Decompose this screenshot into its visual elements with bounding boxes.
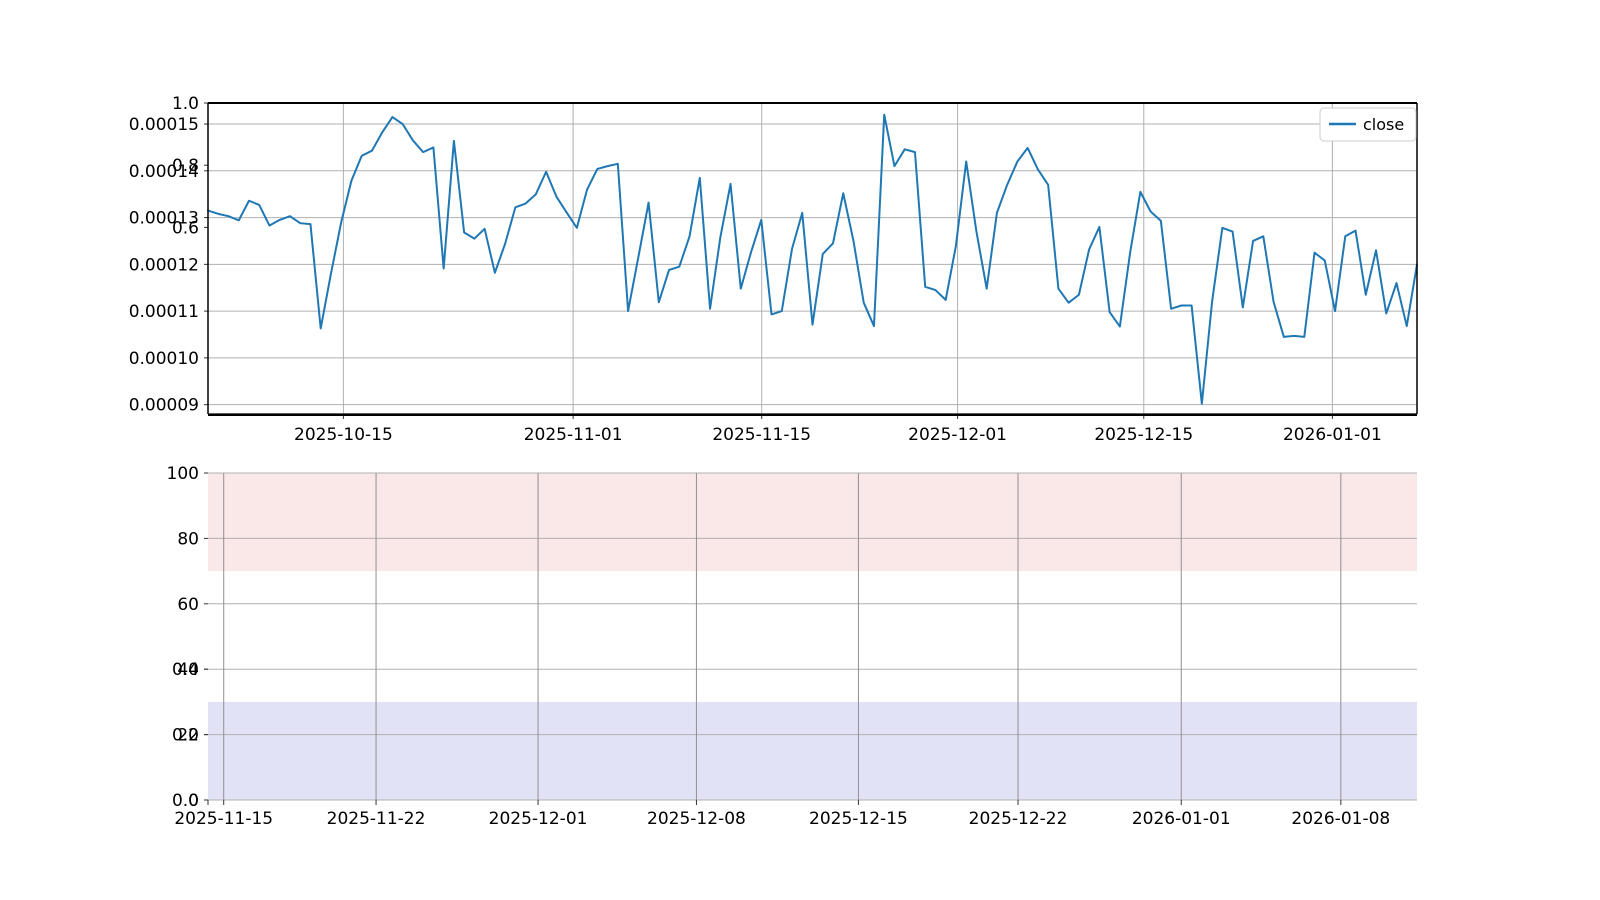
- price-x-tick-label: 2025-10-15: [294, 425, 393, 445]
- price-x-tick-label: 2025-11-01: [524, 425, 623, 445]
- price-y-tick-label: 0.00009: [129, 396, 199, 416]
- price-legend-box: [1319, 107, 1417, 142]
- price-panel: 0.00009 0.00010 0.00011 0.00012 0.00013 0.000…: [129, 94, 1418, 445]
- rsi-y-tick-label: 40: [177, 660, 199, 680]
- rsi-y-tick-label: 0: [188, 791, 199, 811]
- price-y-tick-label: 0.00013: [129, 209, 199, 229]
- price-y-twin-tick-label: 0.6: [172, 218, 199, 238]
- price-y-tick-label: 0.00014: [129, 162, 199, 182]
- rsi-x-tick-label: 2026-01-01: [1132, 809, 1231, 829]
- rsi-y-tick-label: 20: [177, 726, 199, 746]
- rsi-y-twin-tick-label: 0.2: [172, 726, 199, 746]
- price-plot-background: [208, 103, 1417, 414]
- price-x-tick-label: 2025-12-15: [1094, 425, 1193, 445]
- price-x-tick-label: 2025-11-15: [712, 425, 811, 445]
- rsi-y-tick-label: 100: [167, 464, 199, 484]
- rsi-x-tick-label: 2025-12-01: [489, 809, 588, 829]
- price-y-tick-label: 0.00010: [129, 349, 199, 369]
- rsi-y-twin-tick-label: 0.4: [172, 660, 199, 680]
- price-x-tick-label: 2026-01-01: [1283, 425, 1382, 445]
- price-y-twin-tick-label: 0.8: [172, 156, 199, 176]
- price-y-tick-label: 0.00011: [129, 302, 199, 322]
- rsi-y-tick-label: 80: [177, 529, 199, 549]
- rsi-x-tick-label: 2025-11-22: [327, 809, 426, 829]
- rsi-oversold-band: [208, 701, 1417, 800]
- price-x-tick-label: 2025-12-01: [908, 425, 1007, 445]
- rsi-y-twin-tick-label: 0.0: [172, 791, 199, 811]
- rsi-x-tick-label: 2026-01-08: [1291, 809, 1390, 829]
- price-close-line: [207, 113, 1418, 405]
- rsi-overbought-band: [208, 473, 1417, 572]
- rsi-x-tick-label: 2025-11-15: [174, 809, 273, 829]
- price-legend[interactable]: close: [1319, 107, 1417, 142]
- price-y-tick-label: 0.00015: [129, 115, 199, 135]
- rsi-x-tick-label: 2025-12-15: [809, 809, 908, 829]
- rsi-x-tick-label: 2025-12-22: [969, 809, 1068, 829]
- rsi-y-tick-label: 60: [177, 595, 199, 615]
- price-y-tick-label: 0.00012: [129, 255, 199, 275]
- price-y-twin-tick-label: 1.0: [172, 94, 199, 114]
- rsi-x-tick-label: 2025-12-08: [647, 809, 746, 829]
- price-legend-label-close: close: [1363, 115, 1404, 134]
- rsi-panel: 0 20 40 60 80 100 0.0 0.2 0.4 2025-11-15 2025-11-2…: [167, 464, 1417, 829]
